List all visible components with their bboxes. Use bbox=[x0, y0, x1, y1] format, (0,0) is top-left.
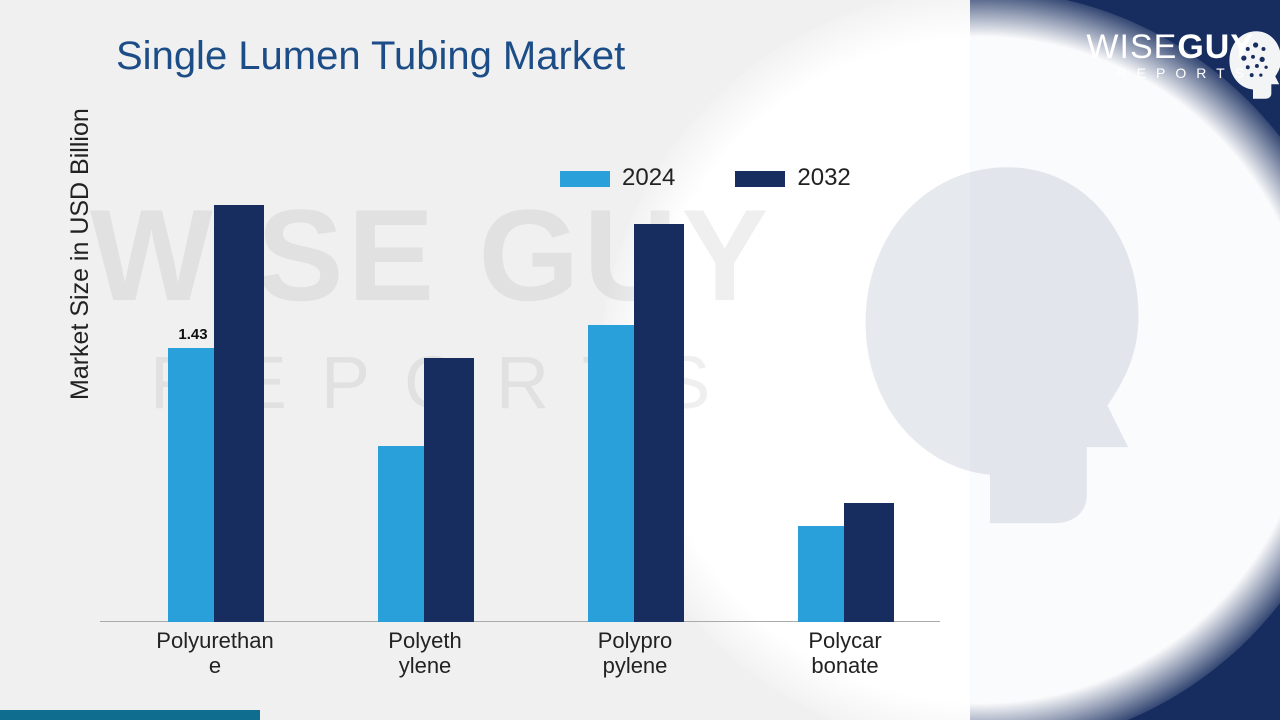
bar-2024-polyethylene bbox=[378, 446, 428, 622]
category-label-polycarbonate: Polycarbonate bbox=[760, 622, 930, 679]
category-label-polyethylene: Polyethylene bbox=[340, 622, 510, 679]
brand-logo: WISEGUY REPORTS bbox=[1086, 30, 1254, 80]
category-label-polypropylene: Polypropylene bbox=[550, 622, 720, 679]
bar-2032-polyurethane bbox=[214, 205, 264, 622]
bar-group-polycarbonate: Polycarbonate bbox=[760, 182, 930, 622]
accent-strip bbox=[0, 710, 260, 720]
brand-word-reports: REPORTS bbox=[1086, 66, 1254, 80]
bar-value-label: 1.43 bbox=[168, 326, 218, 343]
category-label-polyurethane: Polyurethane bbox=[130, 622, 300, 679]
bar-2032-polyethylene bbox=[424, 358, 474, 622]
bar-group-polyethylene: Polyethylene bbox=[340, 182, 510, 622]
bar-2024-polypropylene bbox=[588, 325, 638, 622]
bar-2032-polypropylene bbox=[634, 224, 684, 622]
bar-2032-polycarbonate bbox=[844, 503, 894, 622]
y-axis-label: Market Size in USD Billion bbox=[66, 108, 95, 400]
bar-chart: 1.43PolyurethanePolyethylenePolypropylen… bbox=[100, 182, 940, 622]
brand-side-band bbox=[970, 0, 1280, 720]
chart-title: Single Lumen Tubing Market bbox=[116, 34, 625, 79]
page: WISE GUY REPORTS WISEGUY REPORTS Single … bbox=[0, 0, 1280, 720]
brand-word-guy: GUY bbox=[1177, 28, 1254, 66]
bar-2024-polyurethane: 1.43 bbox=[168, 348, 218, 622]
bar-group-polyurethane: 1.43Polyurethane bbox=[130, 182, 300, 622]
bar-group-polypropylene: Polypropylene bbox=[550, 182, 720, 622]
bar-2024-polycarbonate bbox=[798, 526, 848, 622]
brand-word-wise: WISE bbox=[1086, 28, 1177, 66]
